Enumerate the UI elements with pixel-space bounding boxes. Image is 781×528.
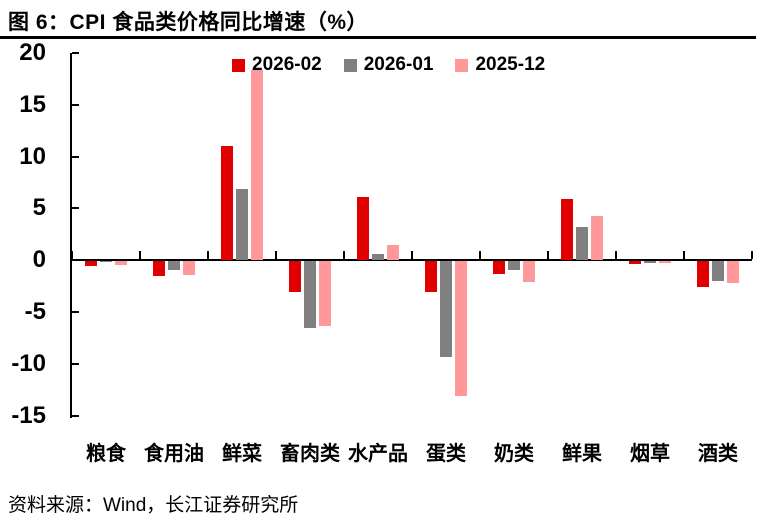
legend-label: 2026-02 [252, 54, 322, 75]
bar-2026-01-蛋类 [440, 261, 452, 358]
legend-label: 2025-12 [475, 54, 546, 75]
x-axis-tick [683, 251, 685, 260]
legend-item-2026-02: 2026-02 [232, 54, 322, 76]
bar-2026-01-水产品 [372, 253, 384, 261]
x-axis-tick [275, 251, 277, 260]
x-axis-label: 奶类 [494, 443, 534, 465]
y-axis-line [70, 53, 72, 418]
legend-swatch-red [232, 58, 245, 72]
bar-2026-02-烟草 [629, 261, 641, 265]
bar-2026-02-酒类 [697, 261, 709, 288]
bar-2026-01-鲜果 [576, 227, 588, 261]
source-note: 资料来源：Wind，长江证券研究所 [8, 495, 299, 516]
bar-2026-01-奶类 [508, 261, 520, 271]
bar-2026-02-鲜果 [561, 199, 573, 261]
legend-swatch-gray [343, 58, 357, 72]
y-axis-tick [72, 414, 79, 417]
bar-2026-02-鲜菜 [221, 146, 233, 261]
x-axis-tick [207, 251, 209, 260]
x-axis-label: 蛋类 [426, 443, 466, 465]
bar-2026-02-粮食 [85, 261, 97, 267]
x-axis-tick [71, 251, 73, 260]
legend-swatch-pink [455, 58, 469, 72]
y-axis-tick [72, 155, 79, 158]
y-axis-label: 0 [32, 246, 46, 274]
y-axis-tick [72, 52, 79, 54]
bar-2025-12-食用油 [183, 261, 195, 275]
chart-legend: 2026-02 2026-01 2025-12 [232, 54, 545, 76]
bar-2026-01-烟草 [644, 261, 656, 264]
x-axis-line [70, 259, 752, 262]
y-axis-label: 10 [19, 142, 46, 170]
bar-2025-12-酒类 [727, 261, 739, 283]
bar-2026-01-酒类 [712, 261, 724, 281]
chart-title: 图 6：CPI 食品类价格同比增速（%） [8, 11, 369, 34]
x-axis-tick [411, 251, 413, 260]
y-axis-label: 15 [19, 90, 46, 118]
x-axis-label: 食用油 [144, 443, 204, 465]
x-axis-label: 烟草 [630, 443, 670, 465]
bar-2026-01-鲜菜 [236, 188, 248, 261]
bar-2025-12-鲜菜 [251, 69, 263, 261]
bar-2026-02-畜肉类 [289, 261, 301, 293]
y-axis-tick [72, 103, 79, 106]
x-axis-label: 酒类 [698, 443, 738, 465]
y-axis-label: -5 [24, 297, 46, 325]
bar-2025-12-畜肉类 [319, 261, 331, 327]
y-axis-tick [72, 362, 79, 365]
bar-2026-02-食用油 [153, 261, 165, 276]
bar-2025-12-鲜果 [591, 215, 603, 261]
x-axis-tick [547, 251, 549, 260]
bar-2026-02-蛋类 [425, 261, 437, 293]
bar-2026-02-水产品 [357, 196, 369, 261]
bar-2026-01-粮食 [100, 261, 112, 263]
bar-2025-12-蛋类 [455, 261, 467, 396]
y-axis-tick [72, 310, 79, 313]
x-axis-tick [479, 251, 481, 260]
x-axis-tick [751, 251, 753, 260]
bar-2026-01-畜肉类 [304, 261, 316, 329]
title-underline [0, 36, 756, 39]
y-axis-label: -10 [11, 349, 46, 377]
legend-label: 2026-01 [363, 54, 434, 75]
bar-2025-12-粮食 [115, 261, 127, 266]
legend-item-2026-01: 2026-01 [343, 54, 434, 76]
bar-2025-12-水产品 [387, 244, 399, 261]
y-axis-label: 5 [32, 194, 46, 222]
bar-2026-02-奶类 [493, 261, 505, 274]
x-axis-label: 水产品 [348, 443, 408, 465]
x-axis-label: 畜肉类 [280, 443, 340, 465]
bar-2025-12-烟草 [659, 261, 671, 264]
legend-item-2025-12: 2025-12 [455, 54, 545, 76]
x-axis-tick [615, 251, 617, 260]
x-axis-tick [343, 251, 345, 260]
bar-2025-12-奶类 [523, 261, 535, 282]
bar-2026-01-食用油 [168, 261, 180, 271]
x-axis-label: 鲜果 [562, 443, 602, 465]
y-axis-label: -15 [11, 401, 46, 429]
x-axis-label: 鲜菜 [222, 443, 262, 465]
y-axis-tick [72, 207, 79, 210]
y-axis-label: 20 [19, 39, 46, 66]
x-axis-tick [139, 251, 141, 260]
x-axis-label: 粮食 [86, 443, 126, 465]
